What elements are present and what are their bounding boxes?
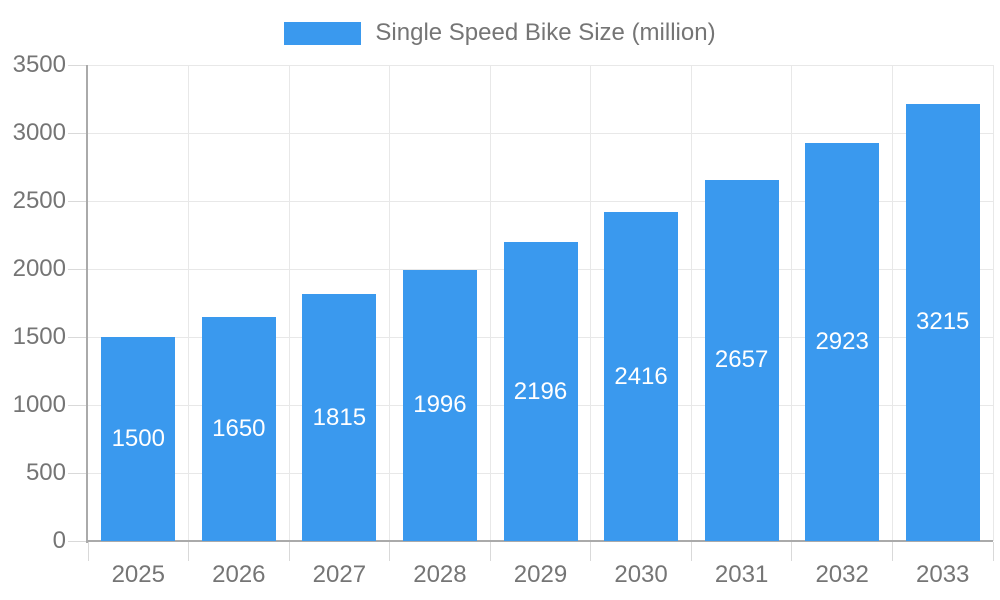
gridline-vertical-6 [690,65,692,541]
x-axis-tick-3 [389,542,391,561]
x-axis-tick-0 [87,542,89,561]
y-axis-label-2000: 2000 [12,255,66,282]
gridline-vertical-9 [992,65,994,541]
x-axis-label-2031: 2031 [714,561,769,588]
x-axis-label-2027: 2027 [312,561,367,588]
gridline-horizontal-2500 [88,200,993,202]
legend-label: Single Speed Bike Size (million) [375,19,716,46]
y-axis-label-2500: 2500 [12,187,66,214]
bar-value-label-2033: 3215 [916,308,970,336]
bar-value-label-2026: 1650 [212,414,266,442]
y-axis-label-1000: 1000 [12,391,66,418]
gridline-vertical-8 [891,65,893,541]
gridline-horizontal-3500 [88,64,993,66]
y-axis-tick-500 [68,472,88,474]
x-axis-tick-7 [791,542,793,561]
bar-value-label-2030: 2416 [614,362,668,390]
x-axis-tick-8 [891,542,893,561]
y-axis-label-1500: 1500 [12,323,66,350]
gridline-horizontal-3000 [88,132,993,134]
bar-2028 [402,269,477,541]
bar-2027 [302,294,377,541]
x-axis-tick-2 [288,542,290,561]
y-axis-label-0: 0 [52,527,66,554]
bar-2029 [503,242,578,541]
bar-value-label-2031: 2657 [714,346,769,374]
gridline-vertical-1 [188,65,190,541]
legend: Single Speed Bike Size (million) [0,19,1000,47]
bar-2030 [604,212,679,541]
y-axis-tick-2500 [68,200,88,202]
y-axis-tick-1500 [68,336,88,338]
legend-item[interactable]: Single Speed Bike Size (million) [284,19,716,47]
y-axis-tick-2000 [68,268,88,270]
y-axis-label-3000: 3000 [12,119,66,146]
bar-2032 [805,143,880,541]
legend-swatch-icon [284,21,362,45]
x-axis-label-2032: 2032 [815,561,869,588]
bar-2031 [704,179,779,541]
gridline-vertical-4 [489,65,491,541]
y-axis-tick-3500 [68,64,88,66]
gridline-vertical-2 [288,65,290,541]
bar-value-label-2028: 1996 [413,391,467,419]
x-axis-label-2026: 2026 [212,561,266,588]
y-axis-line [86,65,88,543]
bar-value-label-2027: 1815 [312,403,367,431]
x-axis-tick-6 [690,542,692,561]
x-axis-tick-4 [489,542,491,561]
x-axis-label-2033: 2033 [916,561,970,588]
x-axis-label-2030: 2030 [614,561,668,588]
gridline-vertical-7 [791,65,793,541]
gridline-vertical-3 [389,65,391,541]
bar-value-label-2029: 2196 [513,377,568,405]
y-axis-tick-3000 [68,132,88,134]
bar-value-label-2032: 2923 [815,328,869,356]
x-axis-label-2029: 2029 [513,561,568,588]
y-axis-label-500: 500 [25,459,66,486]
gridline-vertical-5 [590,65,592,541]
x-axis-label-2025: 2025 [111,561,165,588]
x-axis-tick-9 [992,542,994,561]
bar-2026 [201,316,276,541]
x-axis-label-2028: 2028 [413,561,467,588]
bar-value-label-2025: 1500 [111,425,165,452]
bar-2033 [905,103,980,541]
bar-2025 [101,337,176,541]
x-axis-line [86,540,993,542]
y-axis-label-3500: 3500 [12,51,66,78]
y-axis-tick-1000 [68,404,88,406]
x-axis-tick-1 [188,542,190,561]
x-axis-tick-5 [590,542,592,561]
y-axis-tick-0 [68,540,88,542]
